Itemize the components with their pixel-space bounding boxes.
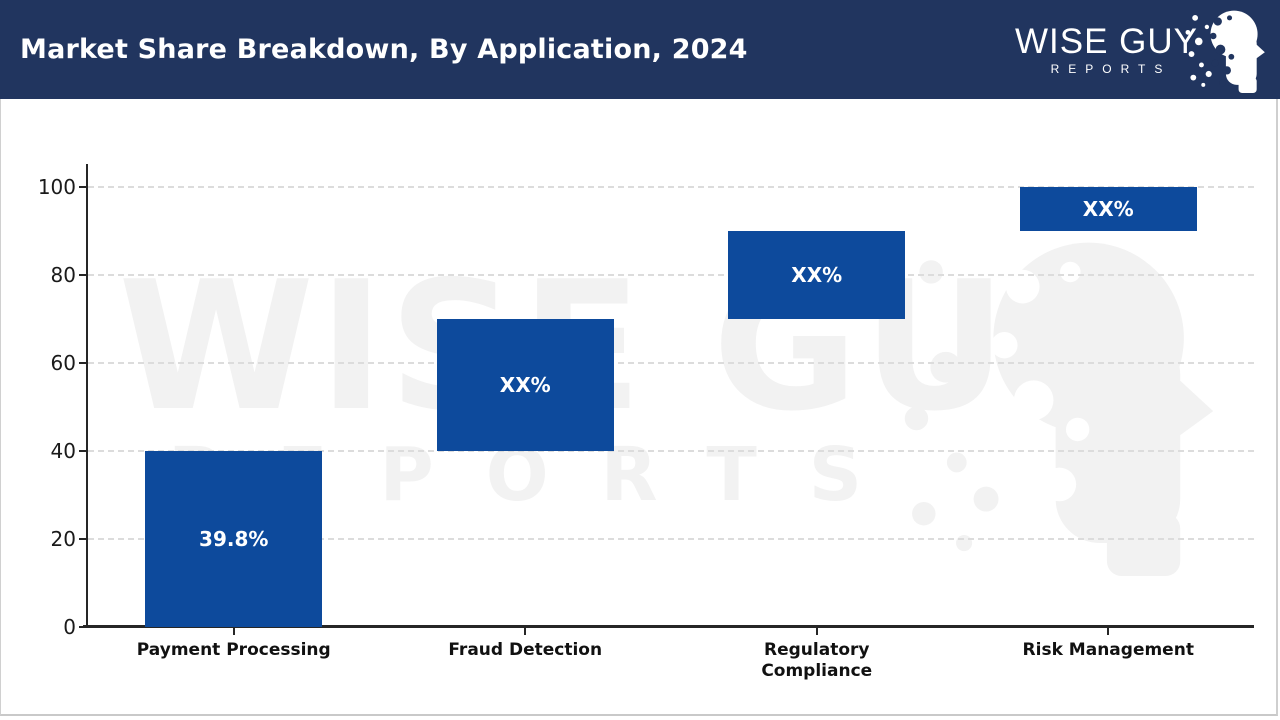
y-axis-tick bbox=[79, 186, 88, 188]
brand-logo: WISE GUY REPORTS bbox=[1015, 6, 1266, 94]
page-title: Market Share Breakdown, By Application, … bbox=[20, 34, 748, 65]
bar: XX% bbox=[1019, 187, 1197, 231]
y-axis-tick bbox=[79, 274, 88, 276]
x-axis-label: Regulatory Compliance bbox=[761, 640, 873, 681]
y-axis-tick bbox=[79, 538, 88, 540]
gridline bbox=[88, 362, 1254, 364]
bar: 39.8% bbox=[145, 451, 323, 627]
x-axis-spine bbox=[83, 625, 1254, 628]
gridline bbox=[88, 186, 1254, 188]
x-axis-label: Fraud Detection bbox=[448, 640, 603, 660]
bar: XX% bbox=[436, 319, 614, 451]
x-axis-tick bbox=[1107, 628, 1110, 635]
brand-name: WISE GUY bbox=[1014, 22, 1198, 61]
brand-subname: REPORTS bbox=[1050, 62, 1172, 76]
y-axis-tick-label: 80 bbox=[50, 263, 76, 287]
y-axis-tick bbox=[79, 626, 88, 628]
x-axis-label: Payment Processing bbox=[136, 640, 331, 660]
dotted-face-logo-icon bbox=[1184, 7, 1266, 93]
bar-value-label: XX% bbox=[1082, 197, 1134, 221]
y-axis-tick-label: 0 bbox=[63, 615, 76, 639]
gridline bbox=[88, 274, 1254, 276]
x-axis-label: Risk Management bbox=[1022, 640, 1194, 660]
y-axis-tick bbox=[79, 362, 88, 364]
x-axis-tick bbox=[524, 628, 527, 635]
bar-value-label: XX% bbox=[499, 373, 551, 397]
watermark-text-line1: WISE GUY bbox=[118, 243, 1144, 450]
brand-logo-text: WISE GUY REPORTS bbox=[1015, 24, 1198, 76]
y-axis-tick-label: 40 bbox=[50, 439, 76, 463]
header-bar: Market Share Breakdown, By Application, … bbox=[0, 0, 1280, 99]
x-axis-tick bbox=[815, 628, 818, 635]
y-axis-tick-label: 60 bbox=[50, 351, 76, 375]
bar-value-label: 39.8% bbox=[199, 527, 269, 551]
figure-border bbox=[0, 99, 1278, 716]
y-axis-tick-label: 100 bbox=[37, 175, 76, 199]
gridline bbox=[88, 538, 1254, 540]
gridline bbox=[88, 450, 1254, 452]
bar: XX% bbox=[728, 231, 906, 319]
y-axis-tick bbox=[79, 450, 88, 452]
y-axis-spine bbox=[86, 164, 88, 627]
bar-value-label: XX% bbox=[791, 263, 843, 287]
y-axis-tick-label: 20 bbox=[50, 527, 76, 551]
x-axis-tick bbox=[232, 628, 235, 635]
